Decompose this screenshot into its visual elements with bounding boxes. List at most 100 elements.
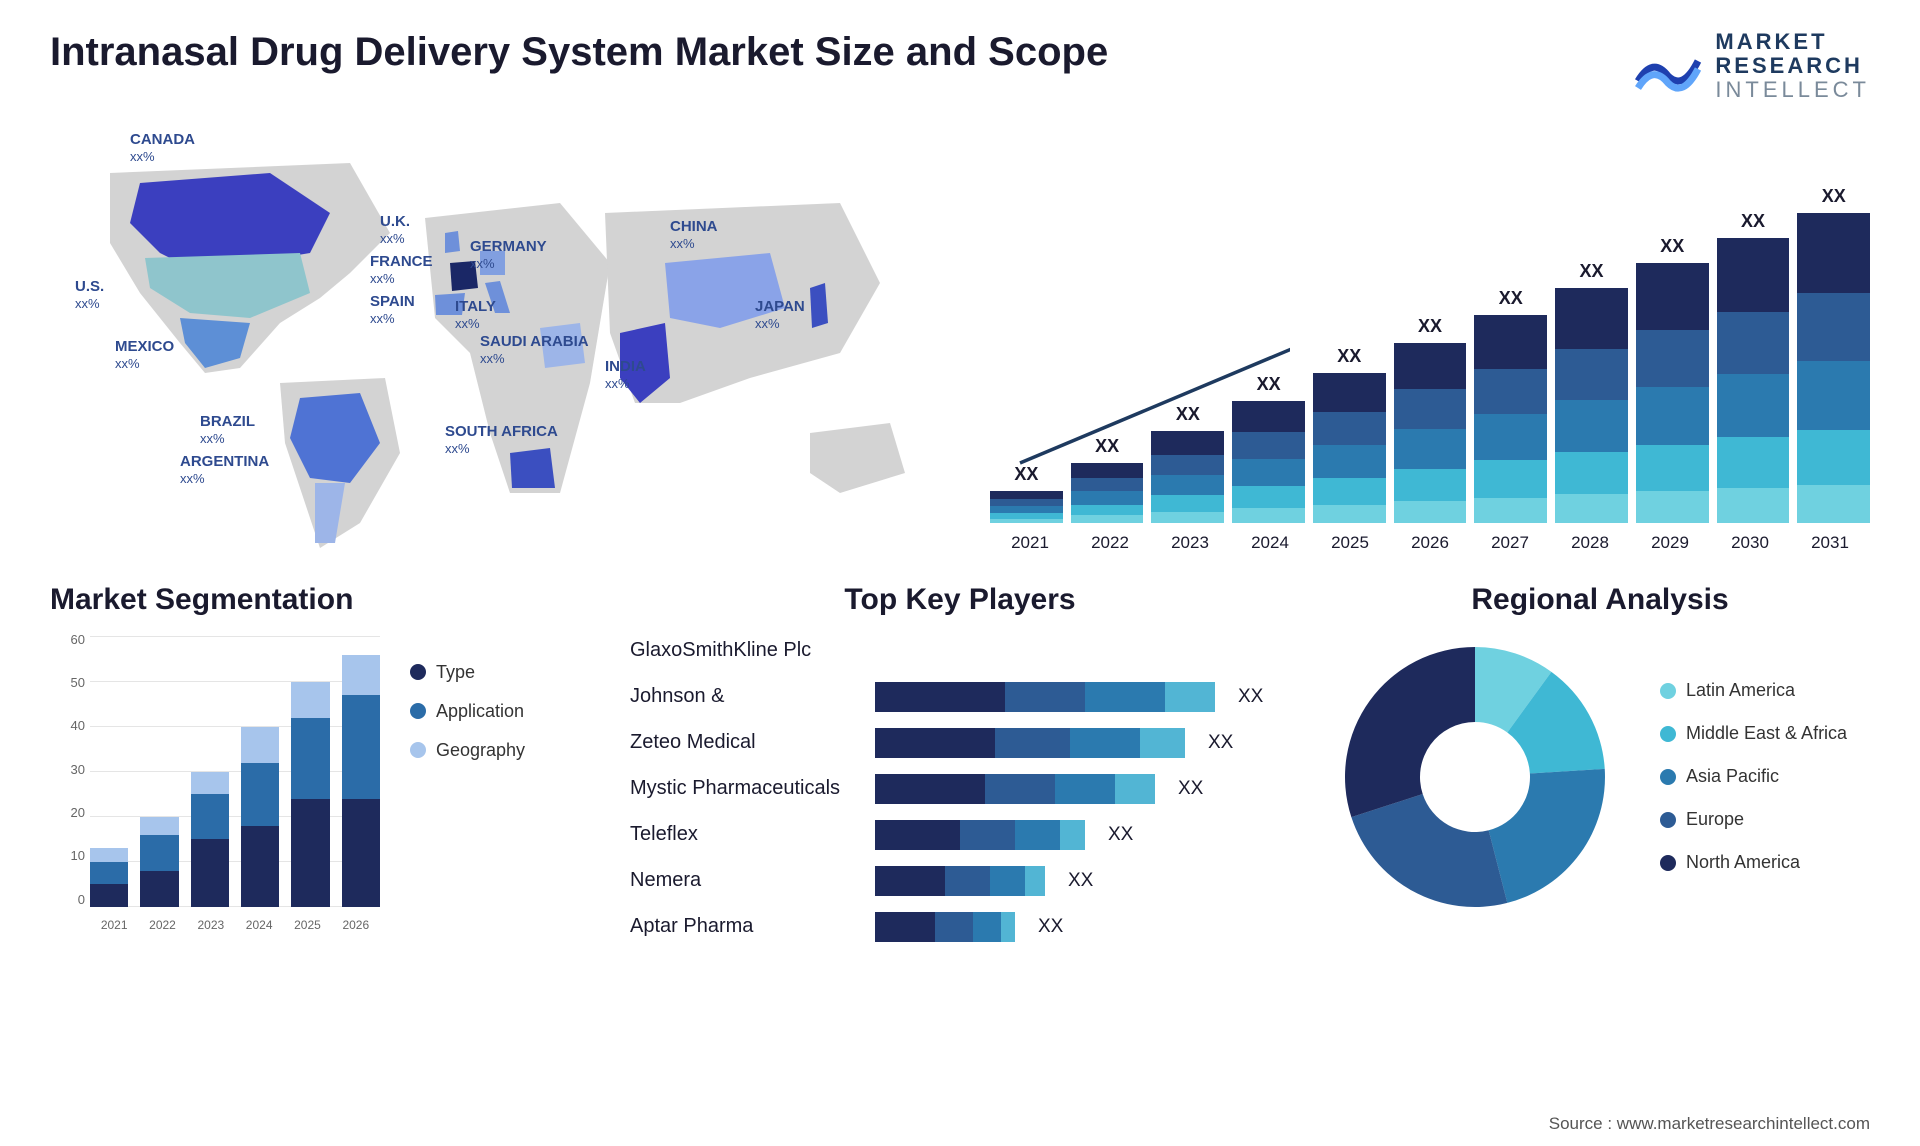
logo-line2: RESEARCH xyxy=(1715,54,1870,78)
seg-ytick: 10 xyxy=(50,848,85,863)
regional-donut-chart xyxy=(1330,632,1620,922)
kp-bar-segment xyxy=(995,728,1070,758)
reg-legend-item: Europe xyxy=(1660,809,1847,830)
growth-bar-segment xyxy=(1394,469,1467,501)
seg-xlabel: 2026 xyxy=(332,918,380,932)
logo-icon xyxy=(1633,36,1703,96)
seg-bar-segment xyxy=(191,794,229,839)
growth-bar xyxy=(990,491,1063,523)
kp-row: TeleflexXX xyxy=(630,816,1290,854)
growth-bar-segment xyxy=(990,519,1063,523)
growth-col-2023: XX xyxy=(1151,404,1224,523)
segmentation-chart: 6050403020100 202120222023202420252026 xyxy=(50,632,380,932)
kp-bar-segment xyxy=(935,912,973,942)
growth-bar-segment xyxy=(1151,475,1224,495)
growth-bar-segment xyxy=(1717,488,1790,522)
growth-bar-segment xyxy=(1797,213,1870,294)
seg-xlabel: 2025 xyxy=(283,918,331,932)
kp-row: Mystic Pharmaceuticals XX xyxy=(630,770,1290,808)
seg-bar-segment xyxy=(241,763,279,826)
seg-bar-segment xyxy=(342,799,380,907)
kp-value: XX xyxy=(1108,824,1133,846)
growth-bar-segment xyxy=(1071,505,1144,516)
kp-bar xyxy=(875,682,1215,712)
seg-bar-segment xyxy=(140,835,178,871)
kp-bar-segment xyxy=(1005,682,1085,712)
seg-col-2024 xyxy=(241,727,279,907)
kp-bar-segment xyxy=(985,774,1055,804)
seg-bar-segment xyxy=(241,727,279,763)
growth-bar xyxy=(1394,343,1467,523)
kp-bar xyxy=(875,820,1085,850)
map-label-uk: U.K.xx% xyxy=(380,213,410,248)
map-label-spain: SPAINxx% xyxy=(370,293,415,328)
legend-label: Application xyxy=(436,701,524,722)
growth-bar-segment xyxy=(1313,445,1386,478)
growth-year-label: 2025 xyxy=(1310,533,1390,553)
kp-bar-segment xyxy=(875,912,935,942)
kp-row: Aptar PharmaXX xyxy=(630,908,1290,946)
seg-xlabel: 2022 xyxy=(138,918,186,932)
map-label-southafrica: SOUTH AFRICAxx% xyxy=(445,423,558,458)
legend-label: Geography xyxy=(436,740,525,761)
growth-bar-segment xyxy=(1797,361,1870,429)
kp-bar xyxy=(875,728,1185,758)
growth-bar-segment xyxy=(1636,491,1709,522)
segmentation-title: Market Segmentation xyxy=(50,583,590,617)
regional-title: Regional Analysis xyxy=(1330,583,1870,617)
growth-year-label: 2021 xyxy=(990,533,1070,553)
growth-year-label: 2026 xyxy=(1390,533,1470,553)
growth-year-label: 2029 xyxy=(1630,533,1710,553)
kp-value: XX xyxy=(1238,686,1263,708)
growth-bar-segment xyxy=(1555,494,1628,522)
growth-bar xyxy=(1071,463,1144,523)
seg-ytick: 20 xyxy=(50,805,85,820)
map-label-italy: ITALYxx% xyxy=(455,298,496,333)
growth-year-label: 2024 xyxy=(1230,533,1310,553)
growth-value-label: XX xyxy=(1660,236,1684,257)
growth-value-label: XX xyxy=(1257,374,1281,395)
growth-col-2030: XX xyxy=(1717,211,1790,523)
bottom-section: Market Segmentation 6050403020100 202120… xyxy=(50,583,1870,963)
growth-value-label: XX xyxy=(1095,436,1119,457)
growth-year-label: 2027 xyxy=(1470,533,1550,553)
kp-label: Zeteo Medical xyxy=(630,731,860,754)
seg-ytick: 30 xyxy=(50,762,85,777)
growth-bar-segment xyxy=(1313,412,1386,445)
seg-legend-item: Application xyxy=(410,701,525,722)
growth-bar-segment xyxy=(1071,478,1144,491)
seg-ytick: 60 xyxy=(50,632,85,647)
kp-bar-segment xyxy=(1165,682,1215,712)
growth-bar-segment xyxy=(1232,459,1305,486)
growth-bar-segment xyxy=(1797,485,1870,522)
kp-bar xyxy=(875,912,1015,942)
kp-bar-segment xyxy=(960,820,1015,850)
growth-bar-segment xyxy=(1474,498,1547,523)
segmentation-x-axis: 202120222023202420252026 xyxy=(90,918,380,932)
key-players-panel: Top Key Players GlaxoSmithKline PlcJohns… xyxy=(630,583,1290,963)
growth-bars: XXXXXXXXXXXXXXXXXXXXXX xyxy=(990,193,1870,523)
seg-bar-segment xyxy=(140,871,178,907)
growth-col-2031: XX xyxy=(1797,186,1870,523)
growth-bar-segment xyxy=(990,491,1063,499)
growth-bar xyxy=(1555,288,1628,523)
seg-col-2023 xyxy=(191,772,229,907)
map-label-india: INDIAxx% xyxy=(605,358,646,393)
reg-legend-item: Latin America xyxy=(1660,680,1847,701)
map-label-france: FRANCExx% xyxy=(370,253,433,288)
kp-bar-segment xyxy=(945,866,990,896)
growth-bar-segment xyxy=(1717,374,1790,437)
legend-swatch xyxy=(1660,855,1676,871)
kp-bar-segment xyxy=(875,728,995,758)
legend-label: Type xyxy=(436,662,475,683)
kp-value: XX xyxy=(1178,778,1203,800)
growth-bar-segment xyxy=(1071,515,1144,522)
legend-label: Middle East & Africa xyxy=(1686,723,1847,744)
growth-bar-segment xyxy=(1555,349,1628,401)
key-players-chart: GlaxoSmithKline PlcJohnson &XXZeteo Medi… xyxy=(630,632,1290,946)
kp-label: Mystic Pharmaceuticals xyxy=(630,777,860,800)
map-label-canada: CANADAxx% xyxy=(130,131,195,166)
growth-col-2022: XX xyxy=(1071,436,1144,523)
kp-row: Zeteo MedicalXX xyxy=(630,724,1290,762)
segmentation-legend: Type Application Geography xyxy=(410,632,525,761)
